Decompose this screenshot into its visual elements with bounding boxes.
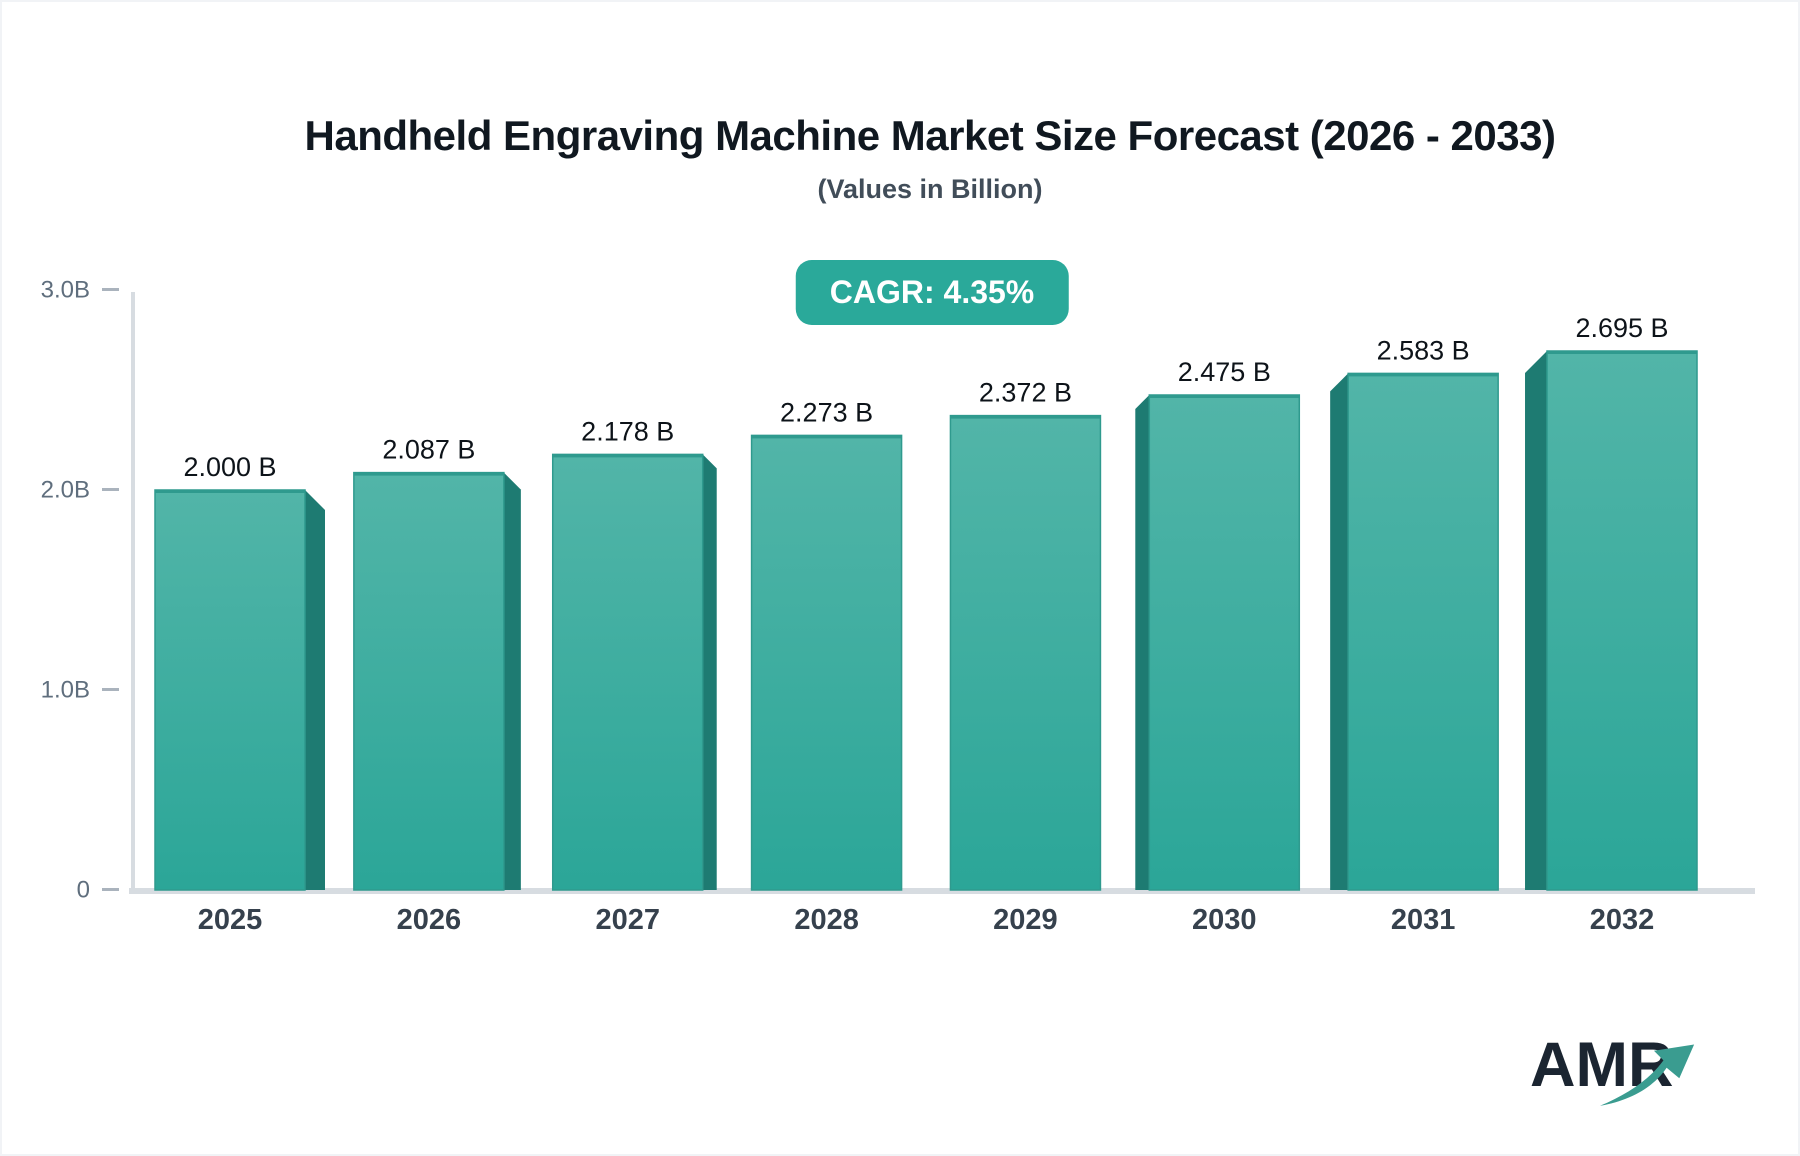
bar-side — [503, 472, 521, 890]
amr-logo: AMR — [1530, 1034, 1730, 1124]
x-tick-label: 2026 — [397, 904, 462, 936]
chart-subtitle: (Values in Billion) — [817, 174, 1043, 204]
bar-value-label: 2.583 B — [1377, 335, 1470, 365]
bar-value-label: 2.475 B — [1178, 357, 1271, 387]
x-tick-label: 2025 — [198, 904, 263, 936]
x-tick-label: 2027 — [595, 904, 660, 936]
bar-value-label: 2.372 B — [979, 378, 1072, 408]
y-tick-label: 2.0B — [41, 477, 90, 504]
y-axis-line — [131, 292, 135, 892]
bar-top-edge — [1547, 351, 1698, 354]
bar-value-label: 2.000 B — [183, 452, 276, 482]
y-tick — [102, 488, 119, 491]
bar-value-label: 2.273 B — [780, 397, 873, 427]
bar-top-edge — [155, 490, 305, 493]
chart-title: Handheld Engraving Machine Market Size F… — [304, 112, 1556, 159]
x-tick-label: 2029 — [993, 904, 1058, 936]
bars — [154, 350, 1698, 891]
bar-top-edge — [353, 472, 504, 476]
bar-face-2028 — [750, 434, 903, 891]
x-axis-line — [129, 888, 1755, 894]
bar-side — [702, 454, 717, 890]
y-tick-label: 1.0B — [41, 677, 90, 704]
y-tick-label: 3.0B — [41, 277, 90, 304]
labels: 0 1.0B 2.0B 3.0B 2.000 B 2025 2.087 B 2026 2.178… — [41, 277, 1669, 937]
bar-face-2030 — [1148, 394, 1301, 891]
x-tick-label: 2028 — [794, 904, 859, 936]
bar-value-label: 2.087 B — [382, 435, 475, 465]
bar-face-2027 — [551, 453, 704, 891]
bar-face-2026 — [353, 471, 505, 891]
x-tick-label: 2031 — [1391, 904, 1456, 936]
bar-side — [1330, 373, 1349, 890]
bar-top-edge — [1348, 373, 1499, 377]
cagr-badge: CAGR: 4.35% — [795, 260, 1069, 325]
bar-top-edge — [950, 415, 1101, 419]
bar-face-2029 — [949, 414, 1102, 891]
bar-value-label: 2.695 B — [1575, 313, 1668, 343]
bar-top-edge — [751, 435, 902, 439]
bar-side — [1525, 351, 1548, 890]
y-tick — [102, 888, 119, 891]
bar-side — [305, 490, 325, 890]
axes — [102, 288, 1755, 894]
bar-top-edge — [552, 454, 703, 458]
y-tick-label: 0 — [77, 877, 90, 904]
amr-logo-text: AMR — [1530, 1030, 1674, 1100]
x-tick-label: 2030 — [1192, 904, 1257, 936]
x-tick-label: 2032 — [1590, 904, 1655, 936]
bar-top-edge — [1149, 395, 1300, 398]
bar-side — [1135, 395, 1150, 890]
bar-value-label: 2.178 B — [581, 416, 674, 446]
y-tick — [102, 688, 119, 691]
y-tick — [102, 288, 119, 291]
bar-face-2025 — [154, 489, 306, 891]
bar-face-2031 — [1347, 372, 1499, 891]
bar-face-2032 — [1546, 350, 1698, 891]
logo-growth-arrow-icon — [1600, 1044, 1695, 1106]
